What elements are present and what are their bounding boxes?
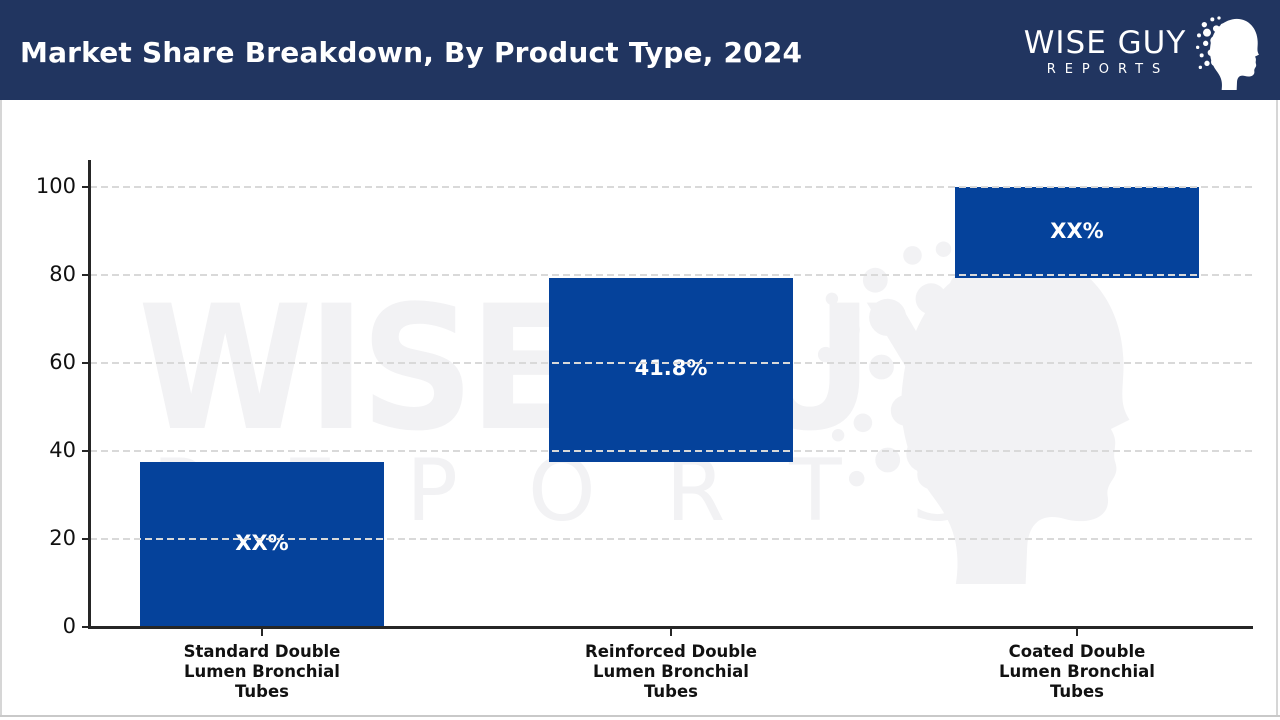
bar-value-label: XX% [235,530,289,555]
y-tick-label: 0 [62,614,76,638]
y-tick-label: 80 [49,262,76,286]
gridline [90,450,1253,452]
x-tick-mark [261,629,263,636]
x-tick-label: Standard Double Lumen Bronchial Tubes [183,642,341,701]
bar-segment: 41.8% [549,278,793,462]
x-axis-line [88,626,1253,629]
gridline [90,362,1253,364]
y-tick-mark [82,186,89,188]
bar-value-label: XX% [1050,218,1104,243]
y-tick-label: 20 [49,526,76,550]
y-tick-label: 100 [35,174,76,198]
brand-name: WISE GUY [1023,25,1187,61]
right-border [1276,100,1278,716]
y-axis-line [88,160,91,628]
brand-logo-text: WISE GUY REPORTS [1016,26,1194,77]
x-tick-mark [1076,629,1078,636]
brand-subtitle: REPORTS [1046,62,1170,77]
y-tick-mark [82,274,89,276]
x-tick-label: Coated Double Lumen Bronchial Tubes [999,642,1155,701]
gridline [90,538,1253,540]
y-tick-mark [82,626,89,628]
watermark-head-icon [817,241,1130,584]
chart-title: Market Share Breakdown, By Product Type,… [20,36,803,69]
bottom-border [0,715,1280,717]
y-tick-mark [82,362,89,364]
bar-value-label: 41.8% [634,356,708,381]
y-tick-label: 60 [49,350,76,374]
gridline [90,186,1253,188]
brand-logo: WISE GUY REPORTS [1016,8,1266,92]
bar-segment: XX% [955,187,1199,279]
y-tick-mark [82,538,89,540]
brand-head-icon [1196,16,1259,90]
left-border [0,100,2,716]
y-tick-mark [82,450,89,452]
gridline [90,274,1253,276]
y-tick-label: 40 [49,438,76,462]
bar-segment: XX% [140,462,384,627]
header-bar: Market Share Breakdown, By Product Type,… [0,0,1280,100]
x-tick-mark [670,629,672,636]
x-tick-label: Reinforced Double Lumen Bronchial Tubes [585,642,757,701]
